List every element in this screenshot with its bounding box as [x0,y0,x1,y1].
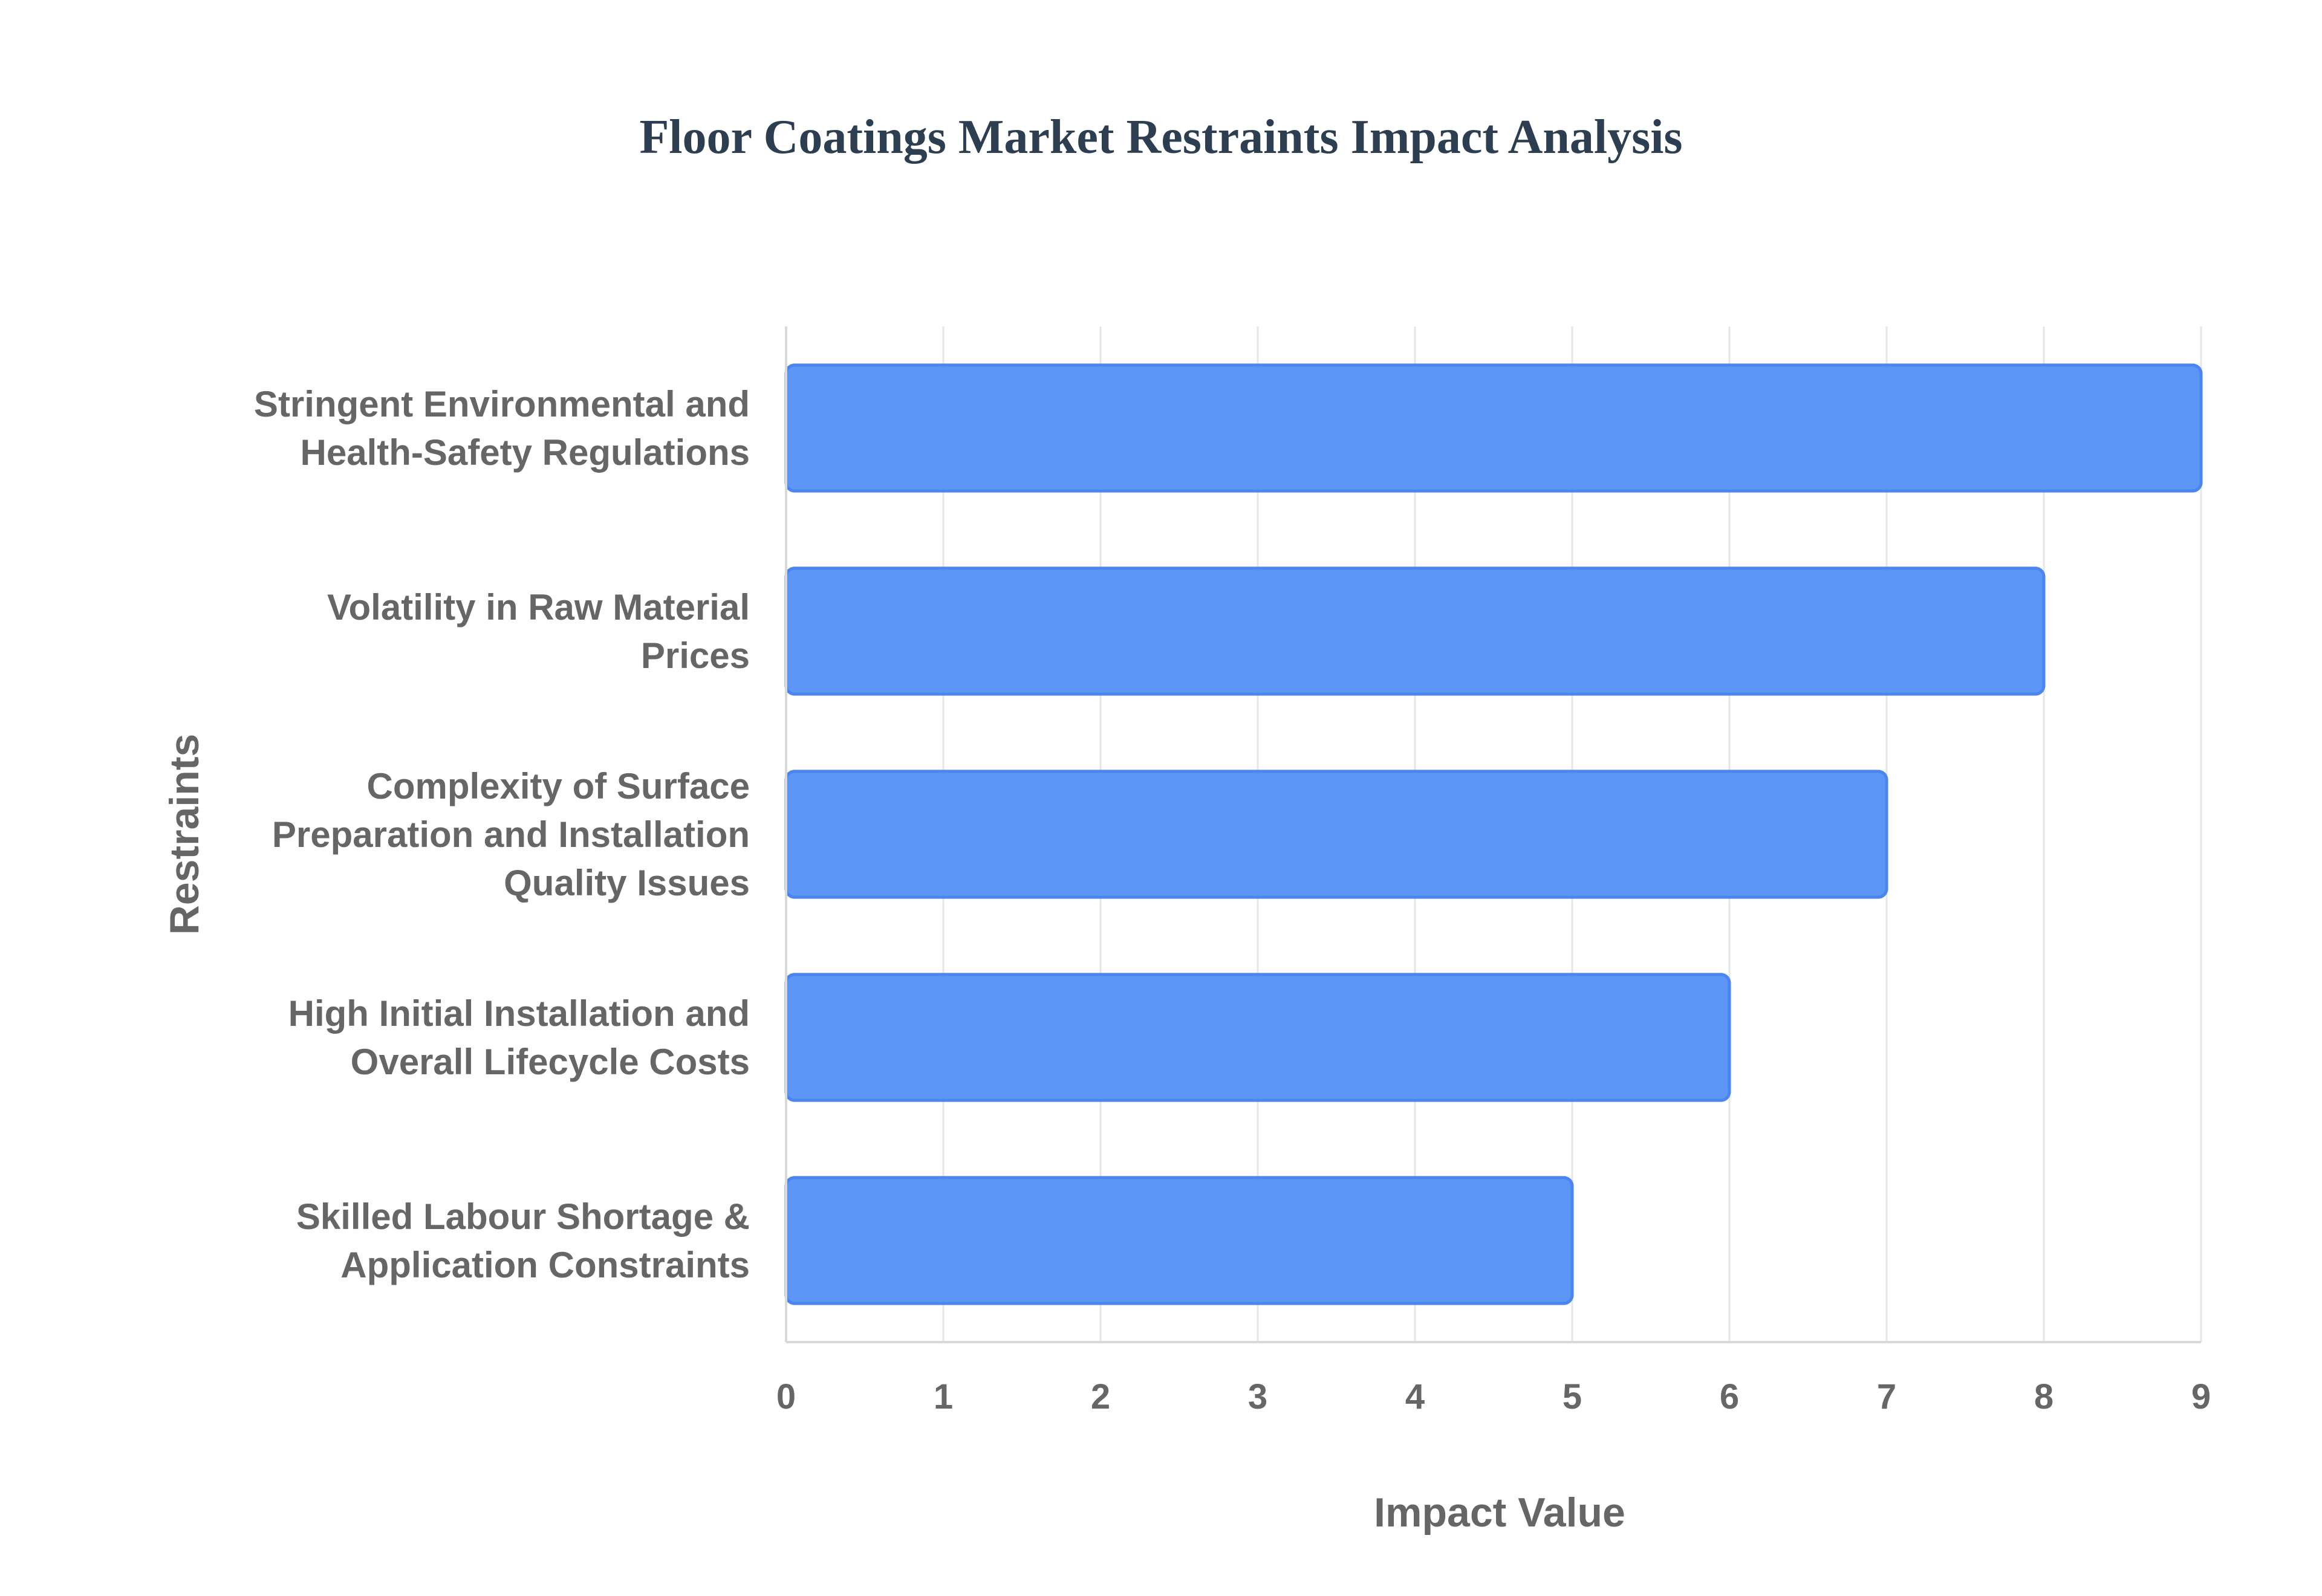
bars [784,363,2203,1305]
axes [785,326,2201,1343]
x-tick-label: 0 [776,1377,796,1416]
category-label: Skilled Labour Shortage & Application Con… [296,1196,750,1285]
x-tick-labels: 0 1 2 3 4 5 6 7 8 9 [776,1377,2211,1416]
category-labels: Stringent Environmental and Health-Safety… [254,384,750,1285]
category-label: Complexity of Surface Preparation and Ins… [272,766,750,903]
chart-title: Floor Coatings Market Restraints Impact … [639,111,1682,164]
x-axis-title: Impact Value [1374,1490,1625,1536]
category-label: Stringent Environmental and Health-Safety… [254,384,750,473]
bar [784,770,1888,899]
x-tick-label: 4 [1405,1377,1425,1416]
x-tick-label: 9 [2191,1377,2211,1416]
x-tick-label: 5 [1563,1377,1582,1416]
x-tick-label: 6 [1720,1377,1739,1416]
x-tick-label: 1 [934,1377,953,1416]
category-label: Volatility in Raw Material Prices [327,587,750,676]
category-label: High Initial Installation and Overall Lif… [288,993,750,1082]
x-tick-label: 3 [1248,1377,1267,1416]
bar [784,973,1731,1102]
y-axis-title: Restraints [161,734,207,935]
bar [784,363,2203,493]
x-tick-label: 7 [1877,1377,1896,1416]
bar [784,1176,1574,1305]
x-tick-label: 8 [2034,1377,2054,1416]
x-tick-label: 2 [1091,1377,1110,1416]
bar [784,566,2046,696]
